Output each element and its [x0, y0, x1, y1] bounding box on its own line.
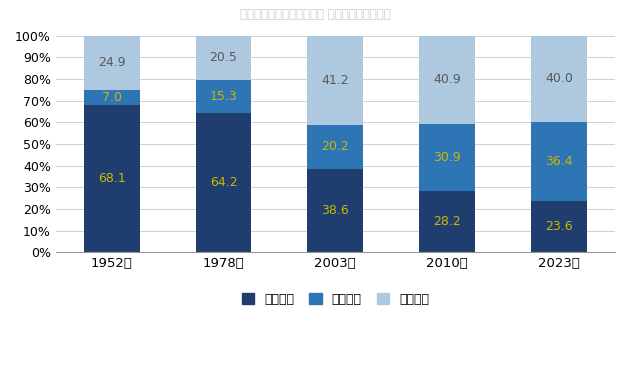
Bar [195, 113, 251, 252]
Bar [307, 35, 364, 125]
Bar [195, 35, 251, 80]
Text: 7.0: 7.0 [101, 90, 122, 104]
Text: 68.1: 68.1 [98, 172, 125, 185]
Bar [307, 125, 364, 168]
Text: 23.6: 23.6 [545, 220, 573, 233]
Text: 20.2: 20.2 [321, 140, 349, 153]
Bar [419, 124, 475, 191]
Bar [531, 35, 587, 122]
Text: 15.3: 15.3 [210, 90, 238, 103]
Text: 24.9: 24.9 [98, 56, 125, 69]
Text: 40.9: 40.9 [433, 73, 461, 87]
Text: 20.5: 20.5 [210, 51, 238, 64]
Text: 甘肖省中小学校舍清靜工程 免收行政事业性收费: 甘肖省中小学校舍清靜工程 免收行政事业性收费 [239, 8, 391, 21]
Text: 40.0: 40.0 [545, 73, 573, 85]
Bar [84, 90, 140, 105]
Bar [531, 122, 587, 201]
Text: 38.6: 38.6 [321, 204, 349, 217]
Text: 28.2: 28.2 [433, 215, 461, 228]
Bar [307, 168, 364, 252]
Bar [419, 191, 475, 252]
Bar [84, 105, 140, 252]
Bar [531, 201, 587, 252]
Bar [84, 35, 140, 90]
Text: 30.9: 30.9 [433, 151, 461, 164]
Text: 36.4: 36.4 [545, 155, 573, 168]
Bar [419, 35, 475, 124]
Legend: 第一产业, 第二产业, 第三产业: 第一产业, 第二产业, 第三产业 [237, 288, 434, 311]
Bar [195, 80, 251, 113]
Text: 64.2: 64.2 [210, 176, 238, 189]
Text: 41.2: 41.2 [321, 74, 349, 87]
